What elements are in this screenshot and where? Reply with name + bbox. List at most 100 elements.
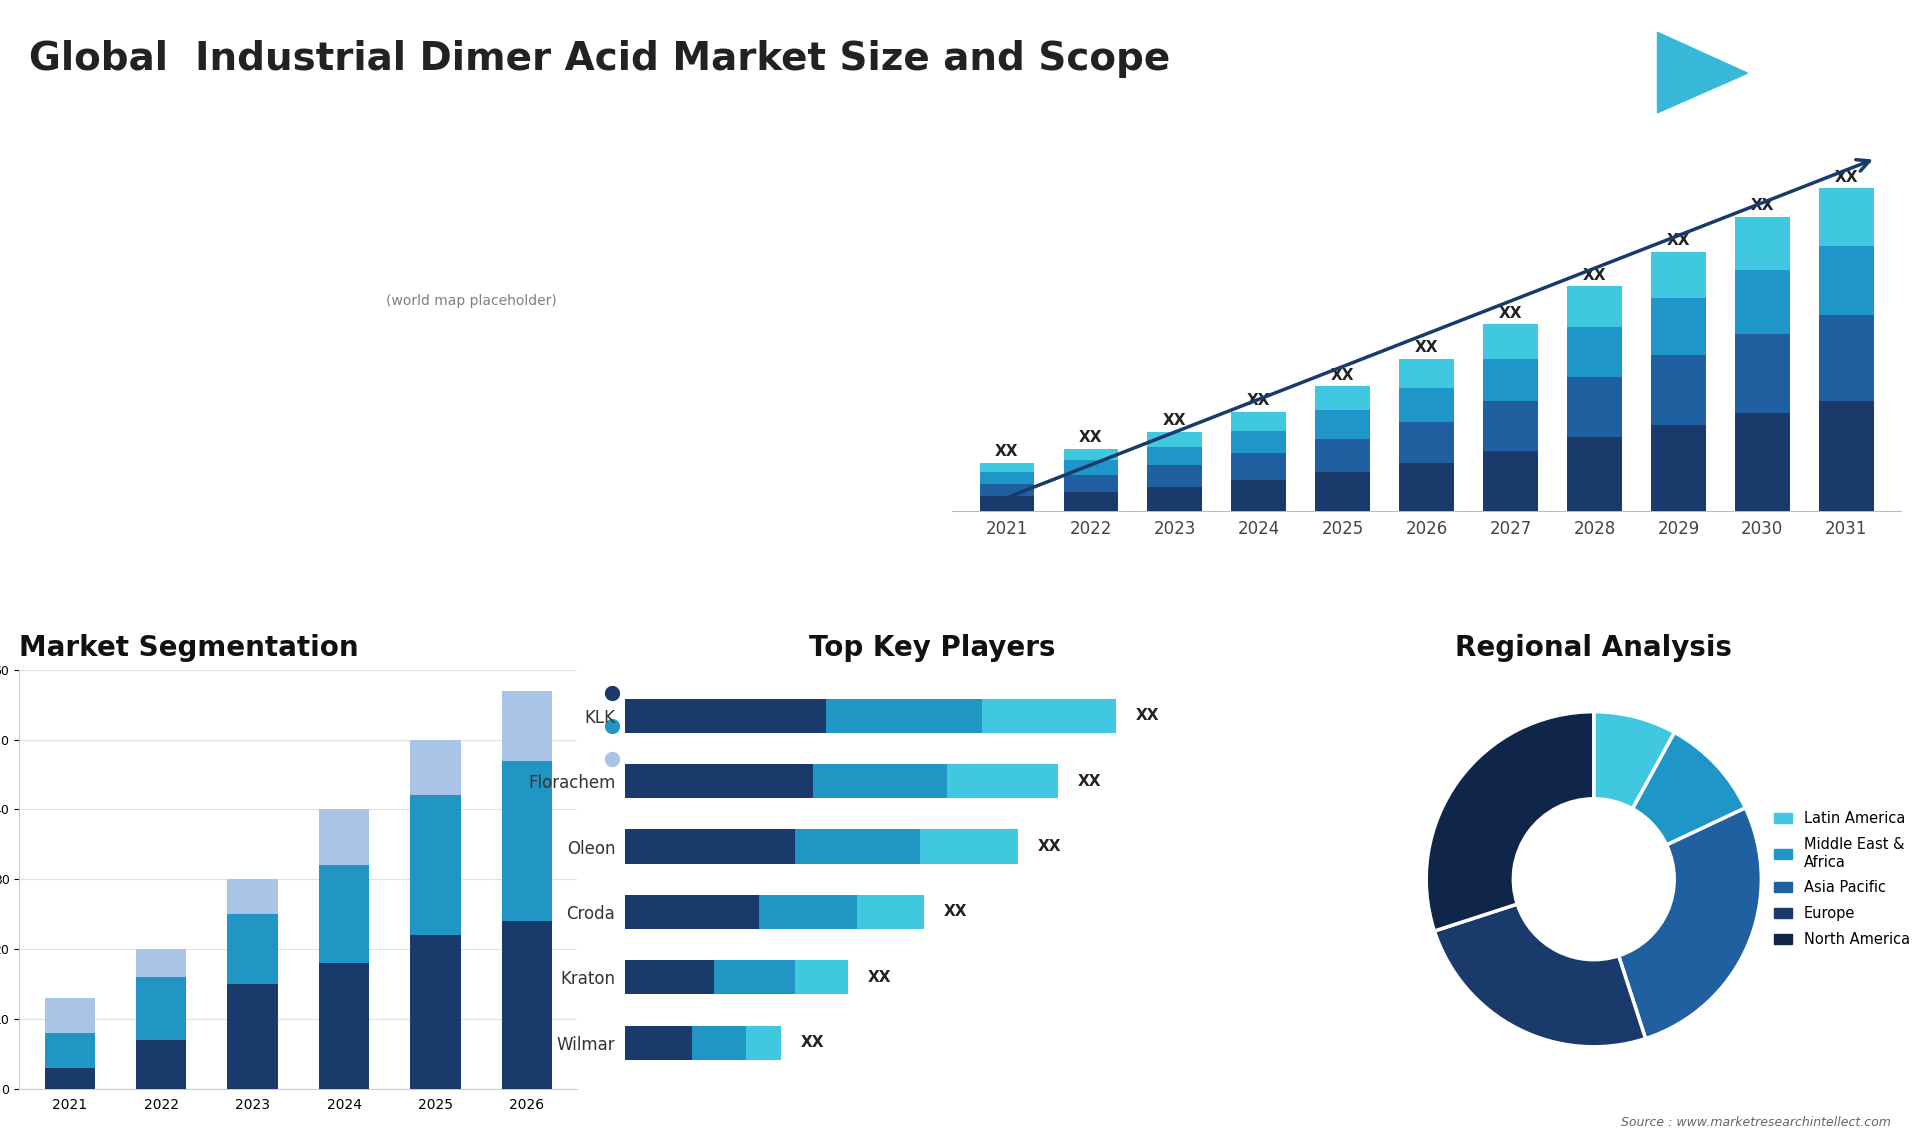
Bar <box>1818 315 1874 401</box>
Bar <box>983 699 1116 732</box>
Title: Top Key Players: Top Key Players <box>808 634 1056 662</box>
Bar <box>1484 401 1538 450</box>
Bar <box>626 699 826 732</box>
Bar <box>691 1026 745 1060</box>
Bar <box>319 963 369 1089</box>
Bar <box>1064 448 1117 461</box>
Bar <box>826 699 983 732</box>
Text: XX: XX <box>995 445 1020 460</box>
Text: XX: XX <box>1415 340 1438 355</box>
Bar <box>1231 431 1286 454</box>
Bar <box>1651 355 1705 425</box>
Text: XX: XX <box>1834 170 1859 185</box>
Text: XX: XX <box>1137 708 1160 723</box>
Bar <box>626 960 714 995</box>
Bar <box>1567 377 1622 437</box>
Bar <box>979 496 1035 511</box>
Text: XX: XX <box>1582 268 1607 283</box>
Wedge shape <box>1427 712 1594 931</box>
Text: INTELLECT: INTELLECT <box>1768 93 1832 103</box>
Text: XX: XX <box>801 1035 824 1051</box>
Bar <box>1400 463 1453 511</box>
Bar <box>136 978 186 1039</box>
Bar <box>812 764 947 798</box>
Bar <box>979 485 1035 496</box>
Text: XX: XX <box>1667 233 1690 248</box>
Bar <box>1567 327 1622 377</box>
Bar <box>1736 413 1789 511</box>
Bar <box>626 1026 691 1060</box>
Bar <box>1818 188 1874 245</box>
Bar <box>947 764 1058 798</box>
Bar <box>1148 447 1202 465</box>
Bar <box>1484 324 1538 359</box>
Bar <box>1064 492 1117 511</box>
Bar <box>1148 432 1202 447</box>
Bar <box>795 960 849 995</box>
Bar <box>1736 217 1789 269</box>
Text: XX: XX <box>1331 368 1354 383</box>
Bar <box>1818 401 1874 511</box>
Bar <box>858 895 924 929</box>
Bar <box>501 761 553 921</box>
Bar <box>745 1026 781 1060</box>
Bar <box>1315 472 1369 511</box>
Bar <box>1651 425 1705 511</box>
Bar <box>920 830 1018 864</box>
Text: RESEARCH: RESEARCH <box>1768 71 1832 80</box>
Bar <box>411 795 461 935</box>
Bar <box>1567 437 1622 511</box>
Bar <box>1231 479 1286 511</box>
Bar <box>44 1068 94 1089</box>
Bar <box>1148 465 1202 487</box>
Bar <box>626 895 758 929</box>
Bar <box>1484 450 1538 511</box>
Wedge shape <box>1594 712 1674 809</box>
Wedge shape <box>1632 732 1745 845</box>
Bar <box>626 764 812 798</box>
Bar <box>1651 252 1705 298</box>
Bar <box>227 984 278 1089</box>
Bar <box>1567 286 1622 327</box>
Text: XX: XX <box>1751 198 1774 213</box>
Bar <box>979 463 1035 472</box>
Bar <box>411 739 461 795</box>
Bar <box>758 895 858 929</box>
Text: XX: XX <box>1500 306 1523 321</box>
Bar <box>1736 269 1789 333</box>
Bar <box>136 1039 186 1089</box>
Bar <box>1400 387 1453 422</box>
Text: XX: XX <box>1077 774 1102 788</box>
Bar <box>1231 411 1286 431</box>
Bar <box>979 472 1035 485</box>
Bar <box>227 879 278 915</box>
Bar <box>1400 359 1453 387</box>
Text: XX: XX <box>1079 430 1102 445</box>
Text: XX: XX <box>868 970 891 984</box>
Bar <box>501 691 553 761</box>
Wedge shape <box>1434 904 1645 1046</box>
Text: XX: XX <box>1246 393 1271 408</box>
Title: Regional Analysis: Regional Analysis <box>1455 634 1732 662</box>
Text: XX: XX <box>1037 839 1062 854</box>
Bar <box>1315 439 1369 472</box>
Bar <box>795 830 920 864</box>
Bar <box>1064 474 1117 492</box>
Bar <box>227 915 278 984</box>
Bar <box>1818 245 1874 315</box>
Bar <box>1231 454 1286 479</box>
Text: (world map placeholder): (world map placeholder) <box>386 295 557 308</box>
Wedge shape <box>1619 808 1761 1038</box>
Bar <box>626 830 795 864</box>
Bar <box>1148 487 1202 511</box>
Legend: Type, Application, Geography: Type, Application, Geography <box>597 678 733 776</box>
Bar <box>44 998 94 1033</box>
Bar <box>411 935 461 1089</box>
Bar <box>1736 333 1789 413</box>
Text: Global  Industrial Dimer Acid Market Size and Scope: Global Industrial Dimer Acid Market Size… <box>29 40 1169 78</box>
Polygon shape <box>1657 32 1747 112</box>
Text: MARKET: MARKET <box>1768 48 1818 58</box>
Bar <box>44 1033 94 1068</box>
Bar <box>136 949 186 978</box>
Text: Source : www.marketresearchintellect.com: Source : www.marketresearchintellect.com <box>1620 1116 1891 1129</box>
